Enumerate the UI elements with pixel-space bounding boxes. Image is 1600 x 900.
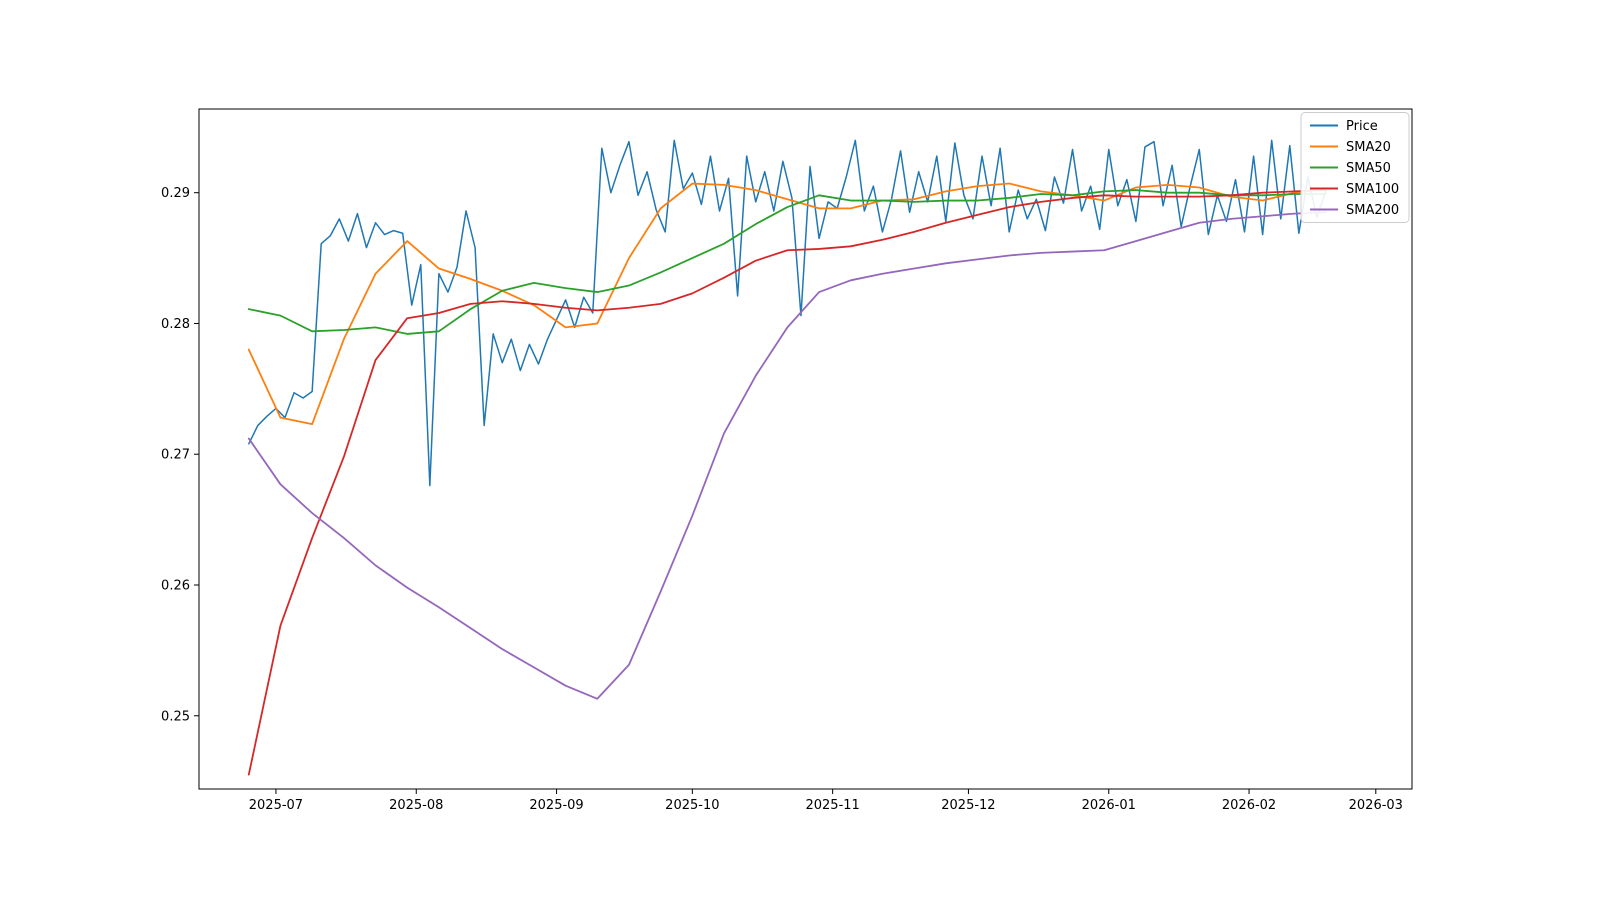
- x-tick-label: 2026-01: [1082, 798, 1136, 813]
- x-tick-label: 2025-11: [805, 798, 859, 813]
- y-tick-label: 0.29: [161, 186, 190, 201]
- series-line-price: [248, 139, 1327, 487]
- x-tick-label: 2026-03: [1349, 798, 1403, 813]
- x-tick-label: 2025-10: [665, 798, 719, 813]
- x-tick-label: 2025-08: [389, 798, 443, 813]
- legend-label-sma50: SMA50: [1346, 161, 1391, 176]
- x-tick-label: 2026-02: [1222, 798, 1276, 813]
- plot-border: [198, 108, 1413, 790]
- x-tick-label: 2025-07: [249, 798, 303, 813]
- legend-box: [1300, 112, 1410, 223]
- legend-label-sma100: SMA100: [1346, 182, 1399, 197]
- series-line-sma100: [247, 189, 1327, 776]
- y-tick-label: 0.27: [161, 448, 190, 463]
- series-line-sma20: [247, 182, 1327, 426]
- legend-label-sma20: SMA20: [1346, 140, 1391, 155]
- y-tick-label: 0.26: [161, 579, 190, 594]
- legend-label-sma200: SMA200: [1346, 203, 1399, 218]
- y-tick-label: 0.25: [161, 709, 190, 724]
- x-tick-label: 2025-12: [941, 798, 995, 813]
- x-tick-label: 2025-09: [529, 798, 583, 813]
- legend-label-price: Price: [1346, 119, 1378, 134]
- y-tick-label: 0.28: [161, 317, 190, 332]
- series-line-sma200: [247, 211, 1327, 700]
- series-line-sma50: [247, 189, 1327, 335]
